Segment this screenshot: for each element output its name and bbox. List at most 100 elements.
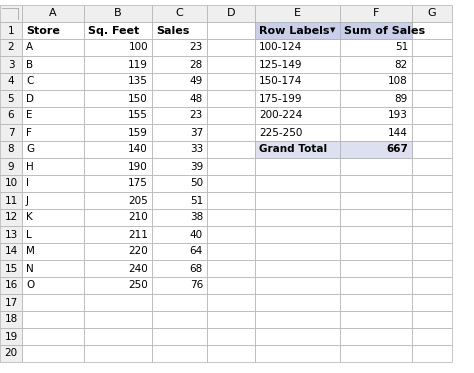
Bar <box>0 209 22 226</box>
Bar <box>340 141 412 158</box>
Text: 49: 49 <box>190 76 203 87</box>
Bar <box>340 56 412 73</box>
Bar <box>152 209 207 226</box>
Bar <box>22 345 84 362</box>
Text: Grand Total: Grand Total <box>259 144 327 154</box>
Text: 225-250: 225-250 <box>259 128 302 138</box>
Text: Sq. Feet: Sq. Feet <box>88 25 139 35</box>
Text: 89: 89 <box>395 94 408 103</box>
Text: K: K <box>26 213 33 223</box>
Text: 125-149: 125-149 <box>259 60 302 69</box>
Text: 108: 108 <box>388 76 408 87</box>
Bar <box>412 294 452 311</box>
Bar <box>22 158 84 175</box>
Text: 13: 13 <box>4 229 18 239</box>
Bar <box>22 5 84 22</box>
Bar <box>255 294 340 311</box>
Bar <box>255 22 340 39</box>
Bar <box>22 294 84 311</box>
Bar <box>207 243 255 260</box>
Bar <box>0 175 22 192</box>
Text: G: G <box>26 144 34 154</box>
Bar <box>412 311 452 328</box>
Bar <box>255 226 340 243</box>
Bar <box>152 260 207 277</box>
Text: 28: 28 <box>190 60 203 69</box>
Bar <box>152 5 207 22</box>
Bar <box>412 175 452 192</box>
Bar <box>412 277 452 294</box>
Bar <box>0 124 22 141</box>
Bar <box>84 141 152 158</box>
Bar <box>207 175 255 192</box>
Text: G: G <box>428 9 436 19</box>
Bar <box>207 56 255 73</box>
Bar <box>0 5 22 22</box>
Bar <box>412 39 452 56</box>
Bar <box>84 345 152 362</box>
Text: 150-174: 150-174 <box>259 76 302 87</box>
Bar <box>152 192 207 209</box>
Bar <box>0 73 22 90</box>
Bar <box>0 345 22 362</box>
Bar <box>84 328 152 345</box>
Bar <box>255 277 340 294</box>
Text: Store: Store <box>26 25 60 35</box>
Text: C: C <box>176 9 183 19</box>
Text: 50: 50 <box>190 179 203 188</box>
Text: 17: 17 <box>4 298 18 307</box>
Text: 175-199: 175-199 <box>259 94 302 103</box>
Text: 220: 220 <box>128 247 148 257</box>
Text: 150: 150 <box>128 94 148 103</box>
Text: 76: 76 <box>190 280 203 291</box>
Bar <box>340 73 412 90</box>
Text: 33: 33 <box>190 144 203 154</box>
Bar <box>84 311 152 328</box>
Bar <box>255 345 340 362</box>
Bar <box>412 107 452 124</box>
Text: I: I <box>26 179 29 188</box>
Bar <box>152 39 207 56</box>
Text: F: F <box>26 128 32 138</box>
Bar <box>152 243 207 260</box>
Bar <box>255 175 340 192</box>
Bar <box>84 39 152 56</box>
Text: 37: 37 <box>190 128 203 138</box>
Bar <box>0 107 22 124</box>
Bar <box>0 22 22 39</box>
Bar <box>152 141 207 158</box>
Text: 240: 240 <box>128 263 148 273</box>
Bar <box>340 39 412 56</box>
Bar <box>255 124 340 141</box>
Bar <box>340 260 412 277</box>
Bar <box>152 277 207 294</box>
Bar <box>412 226 452 243</box>
Text: E: E <box>294 9 301 19</box>
Text: 9: 9 <box>8 162 14 172</box>
Text: A: A <box>49 9 57 19</box>
Bar <box>255 243 340 260</box>
Text: N: N <box>26 263 34 273</box>
Text: F: F <box>373 9 379 19</box>
Text: 11: 11 <box>4 195 18 206</box>
Bar <box>84 294 152 311</box>
Bar <box>84 22 152 39</box>
Bar <box>207 124 255 141</box>
Bar <box>0 226 22 243</box>
Bar <box>207 294 255 311</box>
Bar <box>0 277 22 294</box>
Bar <box>207 260 255 277</box>
Text: 38: 38 <box>190 213 203 223</box>
Bar <box>412 22 452 39</box>
Text: B: B <box>114 9 122 19</box>
Text: 20: 20 <box>4 348 18 358</box>
Bar <box>84 73 152 90</box>
Bar <box>412 260 452 277</box>
Text: 39: 39 <box>190 162 203 172</box>
Bar <box>255 56 340 73</box>
Bar <box>340 243 412 260</box>
Text: 51: 51 <box>190 195 203 206</box>
Text: Row Labels: Row Labels <box>259 25 329 35</box>
Bar <box>255 39 340 56</box>
Text: 190: 190 <box>128 162 148 172</box>
